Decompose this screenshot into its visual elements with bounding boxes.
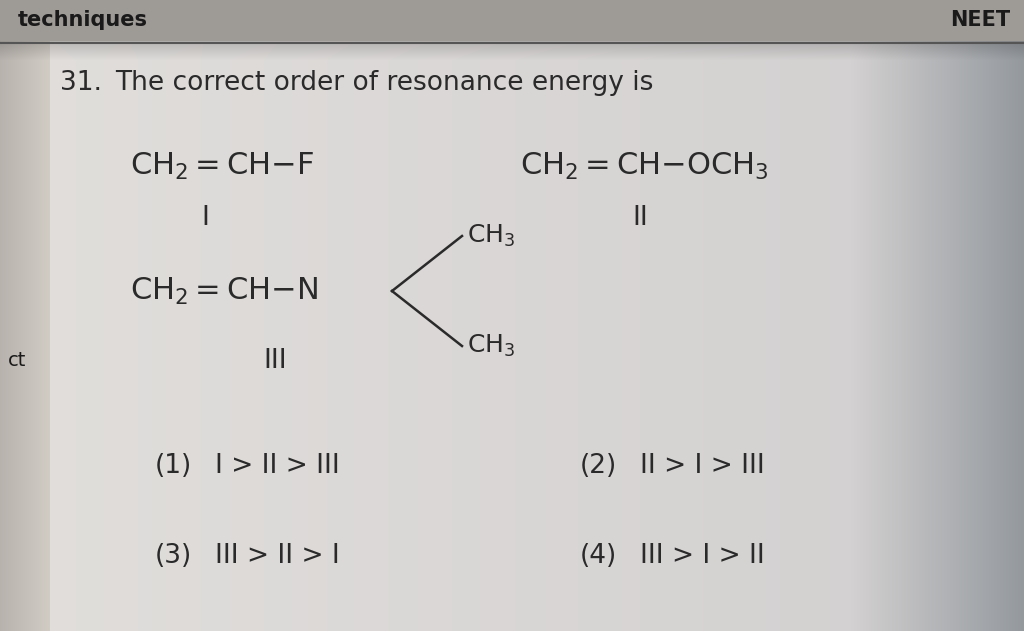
- Text: (3): (3): [155, 543, 193, 569]
- Text: $\mathrm{CH_3}$: $\mathrm{CH_3}$: [467, 333, 515, 359]
- Text: (4): (4): [580, 543, 617, 569]
- Text: The correct order of resonance energy is: The correct order of resonance energy is: [115, 70, 653, 96]
- Bar: [0, 0, 1024, 40]
- Text: III > I > II: III > I > II: [640, 543, 765, 569]
- Text: I > II > III: I > II > III: [215, 453, 340, 479]
- Text: II: II: [632, 205, 648, 231]
- Text: III: III: [263, 348, 287, 374]
- Text: $\mathrm{CH_2{=}CH{-}N}$: $\mathrm{CH_2{=}CH{-}N}$: [130, 276, 318, 307]
- Text: 31.: 31.: [60, 70, 102, 96]
- Text: $\mathrm{CH_3}$: $\mathrm{CH_3}$: [467, 223, 515, 249]
- Text: $\mathrm{CH_2{=}CH{-}F}$: $\mathrm{CH_2{=}CH{-}F}$: [130, 150, 314, 182]
- Text: (1): (1): [155, 453, 193, 479]
- Text: NEET: NEET: [950, 10, 1010, 30]
- Text: I: I: [201, 205, 209, 231]
- Text: (2): (2): [580, 453, 617, 479]
- Text: $\mathrm{CH_2{=}CH{-}OCH_3}$: $\mathrm{CH_2{=}CH{-}OCH_3}$: [520, 150, 769, 182]
- Polygon shape: [0, 0, 1024, 40]
- Text: III > II > I: III > II > I: [215, 543, 340, 569]
- Text: techniques: techniques: [18, 10, 148, 30]
- Text: II > I > III: II > I > III: [640, 453, 765, 479]
- Text: ct: ct: [8, 351, 27, 370]
